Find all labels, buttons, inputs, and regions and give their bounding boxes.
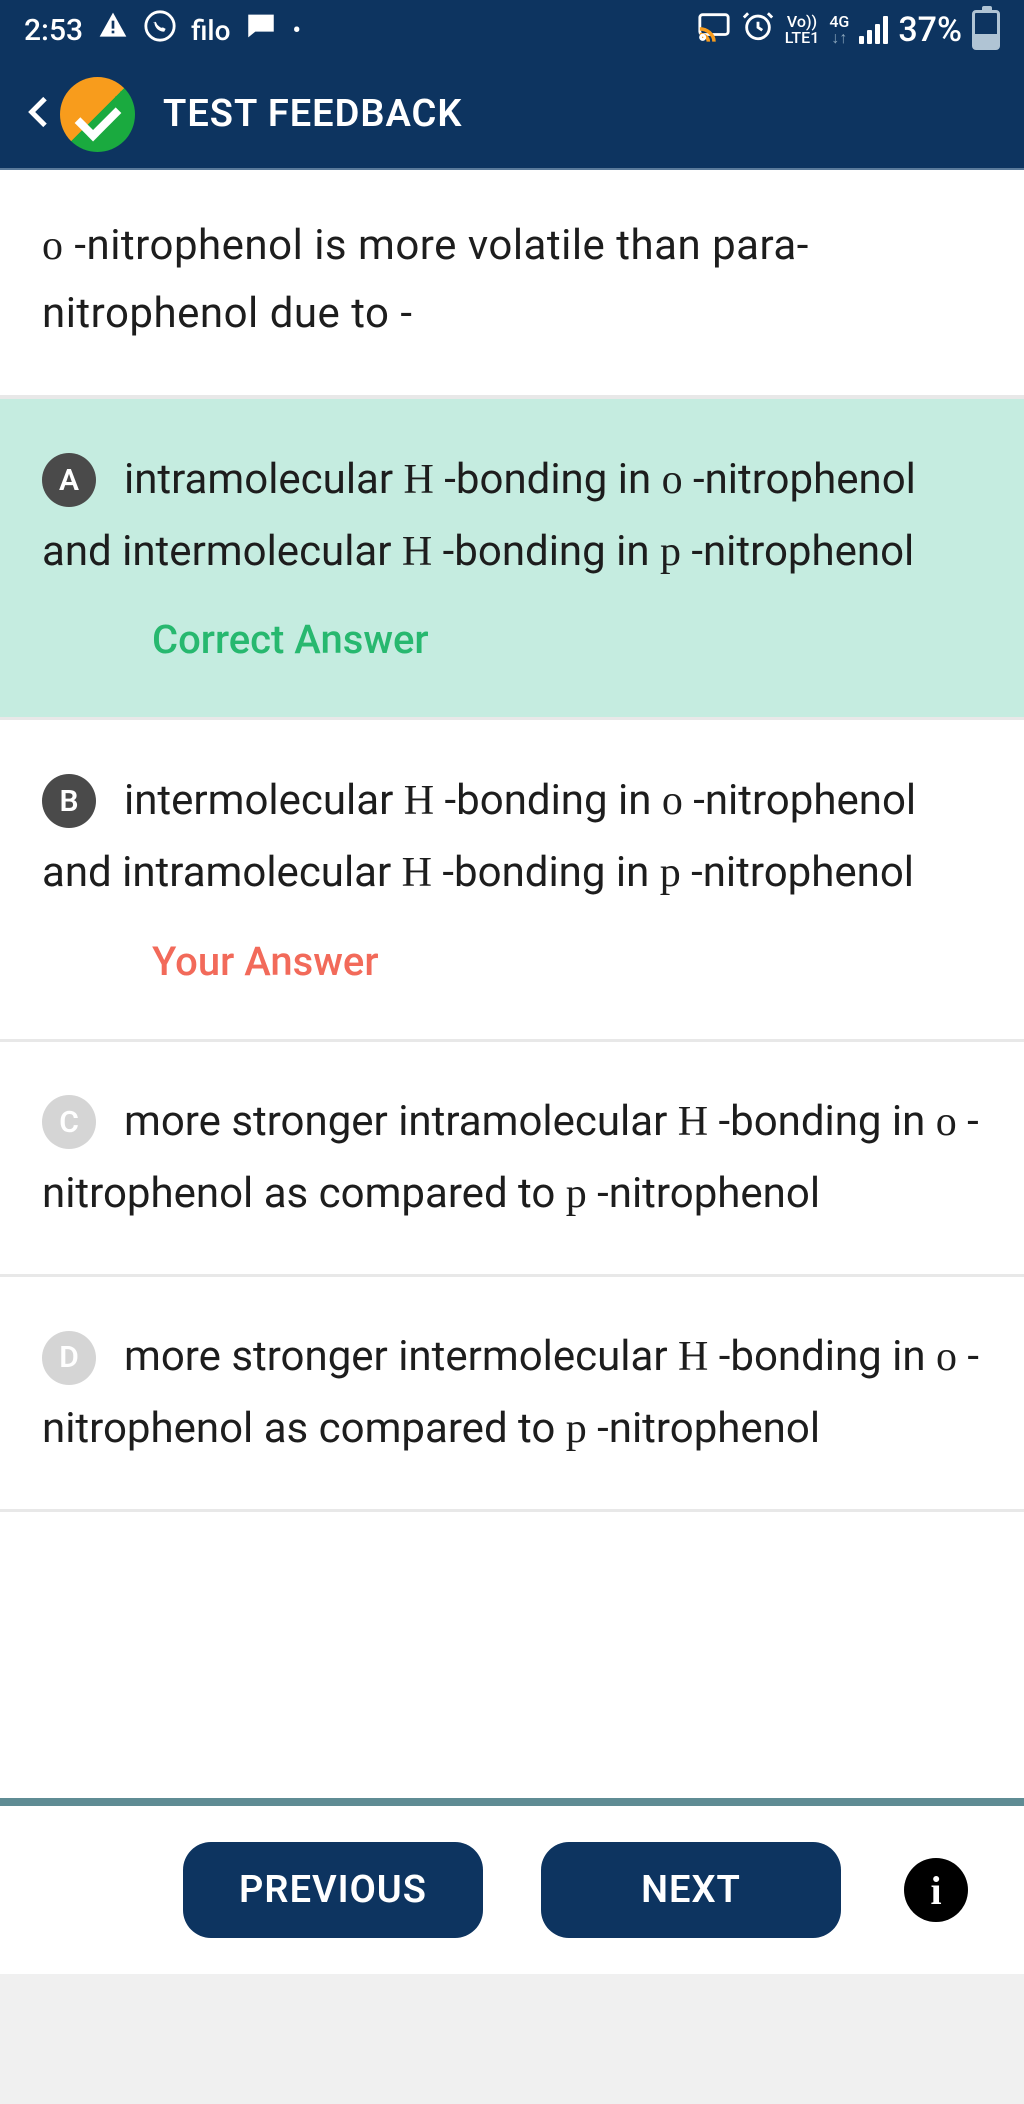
signal-icon (859, 16, 888, 44)
app-logo-icon (60, 77, 135, 152)
action-bar: PREVIOUS NEXT i (0, 1806, 1024, 1974)
feedback-label: Your Answer (42, 909, 982, 995)
system-nav-bar (0, 1974, 1024, 2104)
battery-icon (972, 10, 1000, 50)
cast-icon (697, 9, 731, 51)
battery-percent: 37% (898, 10, 962, 50)
option-d[interactable]: Dmore stronger intermolecular H -bonding… (0, 1277, 1024, 1512)
content-area: o -nitrophenol is more volatile than par… (0, 170, 1024, 1798)
option-text: more stronger intermolecular H -bonding … (42, 1332, 979, 1453)
warning-icon (97, 10, 129, 50)
feedback-label: Correct Answer (42, 587, 982, 673)
option-badge: C (42, 1095, 96, 1149)
status-right: Vo)) LTE1 4G ↓↑ 37% (697, 9, 1000, 51)
previous-button[interactable]: PREVIOUS (183, 1842, 483, 1938)
option-text: more stronger intramolecular H -bonding … (42, 1097, 979, 1218)
back-button[interactable] (20, 92, 60, 136)
lte-label: Vo)) LTE1 (785, 14, 820, 46)
status-time: 2:53 (24, 13, 83, 48)
option-text: intermolecular H -bonding in o -nitrophe… (42, 776, 916, 897)
info-button[interactable]: i (904, 1858, 968, 1922)
option-badge: A (42, 453, 96, 507)
option-text: intramolecular H -bonding in o -nitrophe… (42, 455, 916, 576)
status-app-label: filo (191, 14, 230, 47)
next-button[interactable]: NEXT (541, 1842, 841, 1938)
whatsapp-icon (143, 9, 177, 51)
option-c[interactable]: Cmore stronger intramolecular H -bonding… (0, 1042, 1024, 1277)
page-title: TEST FEEDBACK (163, 92, 462, 136)
dot-icon: • (292, 16, 300, 44)
app-header: TEST FEEDBACK (0, 60, 1024, 170)
question-text: o -nitrophenol is more volatile than par… (0, 170, 1024, 399)
net-label: 4G ↓↑ (829, 14, 849, 46)
message-icon (244, 9, 278, 51)
option-badge: D (42, 1331, 96, 1385)
status-left: 2:53 filo • (24, 9, 301, 51)
option-badge: B (42, 774, 96, 828)
progress-line (0, 1798, 1024, 1806)
alarm-icon (741, 9, 775, 51)
option-b[interactable]: Bintermolecular H -bonding in o -nitroph… (0, 720, 1024, 1041)
option-a[interactable]: Aintramolecular H -bonding in o -nitroph… (0, 399, 1024, 720)
status-bar: 2:53 filo • Vo)) LTE1 4G ↓↑ 37% (0, 0, 1024, 60)
